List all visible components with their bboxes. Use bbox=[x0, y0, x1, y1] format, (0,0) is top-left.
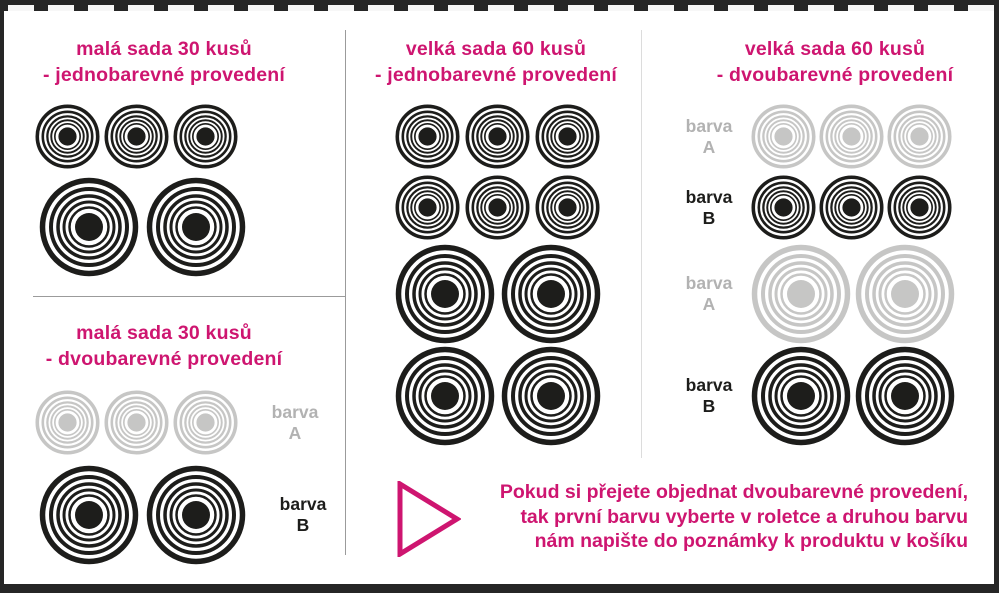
color-label-b: barva B bbox=[685, 186, 733, 228]
color-label-a: barva A bbox=[271, 401, 319, 443]
sticker-circle bbox=[146, 177, 246, 277]
color-label-a: barva A bbox=[685, 115, 733, 157]
title-line: velká sada 60 kusů bbox=[405, 38, 587, 60]
sticker-row bbox=[4, 177, 345, 277]
sticker-row: barva A bbox=[641, 244, 994, 344]
sticker-row: barva A bbox=[4, 390, 345, 455]
sticker-circle bbox=[35, 104, 100, 169]
right-frame-border bbox=[994, 0, 999, 593]
sticker-row bbox=[4, 104, 345, 169]
sticker-set-large-two: barva A barva B barva A barva B bbox=[641, 104, 994, 446]
sticker-circle bbox=[819, 104, 884, 169]
order-note: Pokud si přejete objednat dvoubarevné pr… bbox=[470, 480, 968, 554]
sticker-circle bbox=[395, 346, 495, 446]
sticker-circle bbox=[501, 346, 601, 446]
sticker-circle bbox=[173, 104, 238, 169]
section-title-large-two: velká sada 60 kusů - dvoubarevné provede… bbox=[676, 36, 994, 88]
sticker-row bbox=[345, 244, 641, 344]
sticker-circle bbox=[887, 104, 952, 169]
sticker-circle bbox=[39, 465, 139, 565]
color-label-b: barva B bbox=[279, 494, 327, 535]
section-title-small-single: malá sada 30 kusů - jednobarevné provede… bbox=[4, 36, 324, 88]
note-line: tak první barvu vyberte v roletce a druh… bbox=[520, 505, 968, 528]
note-line: Pokud si přejete objednat dvoubarevné pr… bbox=[499, 481, 968, 503]
horizontal-divider bbox=[33, 296, 346, 297]
sticker-row: barva B bbox=[641, 175, 994, 240]
sticker-set-large-single bbox=[345, 104, 641, 446]
sticker-circle bbox=[395, 104, 460, 169]
sticker-circle bbox=[35, 390, 100, 455]
sticker-circle bbox=[855, 244, 955, 344]
title-line: - dvoubarevné provedení bbox=[716, 64, 954, 86]
sticker-circle bbox=[465, 104, 530, 169]
play-triangle-icon bbox=[397, 481, 461, 557]
sticker-set-small-single bbox=[4, 104, 345, 277]
sticker-row bbox=[345, 346, 641, 446]
sticker-circle bbox=[104, 104, 169, 169]
sticker-set-small-two: barva A barva B bbox=[4, 390, 345, 565]
strip-dashes bbox=[8, 5, 997, 11]
left-frame-border bbox=[0, 0, 4, 593]
sticker-row: barva A bbox=[641, 104, 994, 169]
sticker-row bbox=[345, 175, 641, 240]
sticker-circle bbox=[751, 175, 816, 240]
sticker-circle bbox=[501, 244, 601, 344]
title-line: malá sada 30 kusů bbox=[76, 38, 252, 60]
bottom-frame-bar bbox=[0, 584, 999, 593]
sticker-circle bbox=[395, 175, 460, 240]
sticker-circle bbox=[855, 346, 955, 446]
top-film-strip bbox=[0, 0, 999, 11]
vertical-divider-right bbox=[641, 30, 642, 458]
sticker-circle bbox=[751, 104, 816, 169]
title-line: - dvoubarevné provedení bbox=[45, 348, 283, 370]
sticker-circle bbox=[104, 390, 169, 455]
sticker-circle bbox=[173, 390, 238, 455]
sticker-row: barva B bbox=[4, 465, 345, 565]
sticker-row bbox=[345, 104, 641, 169]
sticker-circle bbox=[751, 346, 851, 446]
section-title-small-two: malá sada 30 kusů - dvoubarevné proveden… bbox=[4, 320, 324, 372]
sticker-row: barva B bbox=[641, 346, 994, 446]
note-line: nám napište do poznámky k produktu v koš… bbox=[534, 530, 968, 553]
sticker-circle bbox=[751, 244, 851, 344]
section-title-large-single: velká sada 60 kusů - jednobarevné proved… bbox=[350, 36, 642, 88]
title-line: malá sada 30 kusů bbox=[76, 322, 252, 344]
color-label-a: barva A bbox=[685, 273, 733, 314]
vertical-divider-left bbox=[345, 30, 346, 555]
title-line: - jednobarevné provedení bbox=[374, 64, 618, 86]
sticker-circle bbox=[819, 175, 884, 240]
sticker-circle bbox=[887, 175, 952, 240]
sticker-circle bbox=[39, 177, 139, 277]
sticker-circle bbox=[535, 175, 600, 240]
title-line: - jednobarevné provedení bbox=[42, 64, 286, 86]
sticker-circle bbox=[146, 465, 246, 565]
sticker-circle bbox=[395, 244, 495, 344]
color-label-b: barva B bbox=[685, 375, 733, 416]
title-line: velká sada 60 kusů bbox=[744, 38, 926, 60]
sticker-circle bbox=[535, 104, 600, 169]
sticker-circle bbox=[465, 175, 530, 240]
